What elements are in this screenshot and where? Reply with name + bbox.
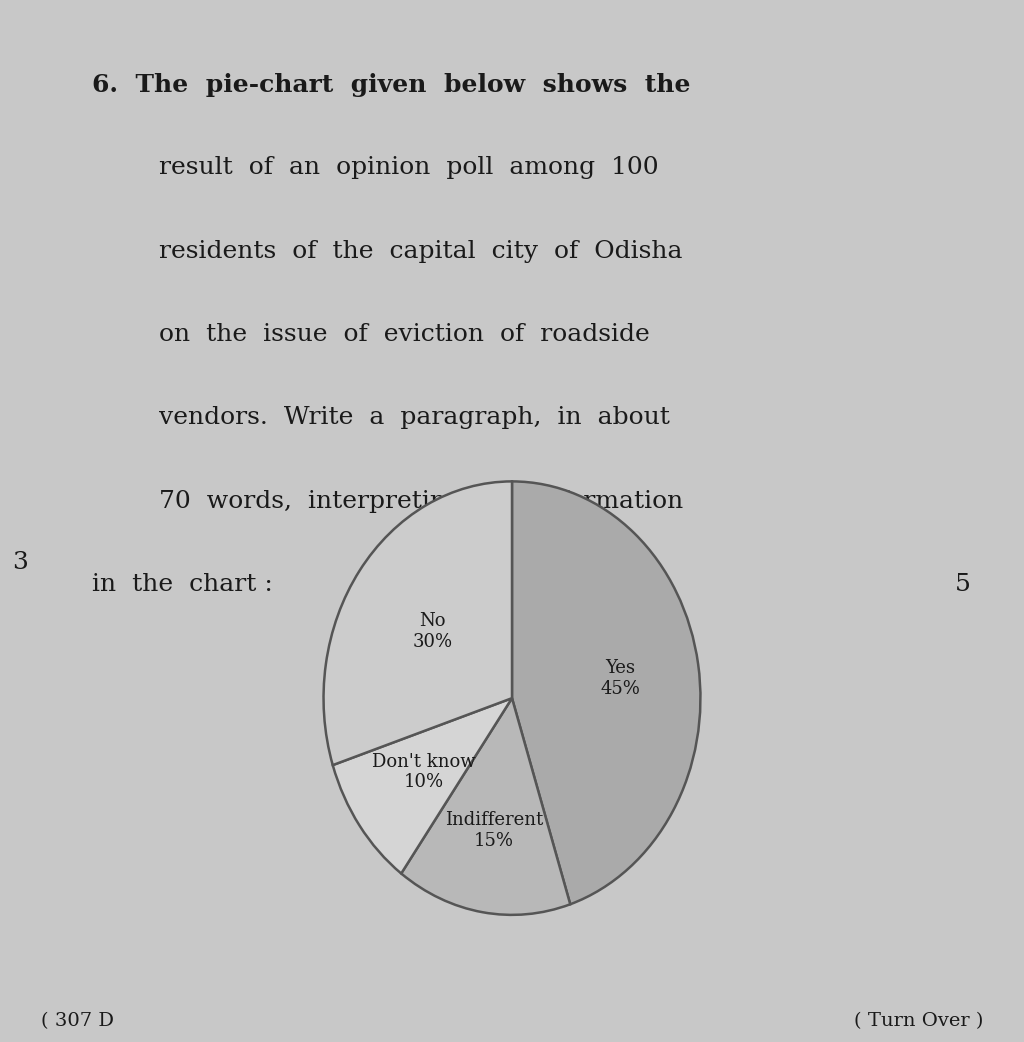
Text: Don't know
10%: Don't know 10% <box>372 752 475 792</box>
Wedge shape <box>401 698 570 915</box>
Text: residents  of  the  capital  city  of  Odisha: residents of the capital city of Odisha <box>159 240 682 263</box>
Text: vendors.  Write  a  paragraph,  in  about: vendors. Write a paragraph, in about <box>159 406 670 429</box>
Text: No
30%: No 30% <box>413 613 453 651</box>
Text: 5: 5 <box>954 573 971 596</box>
Text: 3: 3 <box>12 551 29 574</box>
Text: 70  words,  interpreting  the  information: 70 words, interpreting the information <box>159 490 683 513</box>
Text: Indifferent
15%: Indifferent 15% <box>444 812 543 850</box>
Wedge shape <box>333 698 512 873</box>
Text: result  of  an  opinion  poll  among  100: result of an opinion poll among 100 <box>159 156 658 179</box>
Text: Yes
45%: Yes 45% <box>600 660 640 698</box>
Wedge shape <box>324 481 512 765</box>
Text: 6.  The  pie-chart  given  below  shows  the: 6. The pie-chart given below shows the <box>92 73 690 97</box>
Text: on  the  issue  of  eviction  of  roadside: on the issue of eviction of roadside <box>159 323 649 346</box>
Text: ( 307 D: ( 307 D <box>41 1012 114 1031</box>
Text: ( Turn Over ): ( Turn Over ) <box>854 1012 983 1031</box>
Wedge shape <box>512 481 700 904</box>
Text: in  the  chart :: in the chart : <box>92 573 273 596</box>
